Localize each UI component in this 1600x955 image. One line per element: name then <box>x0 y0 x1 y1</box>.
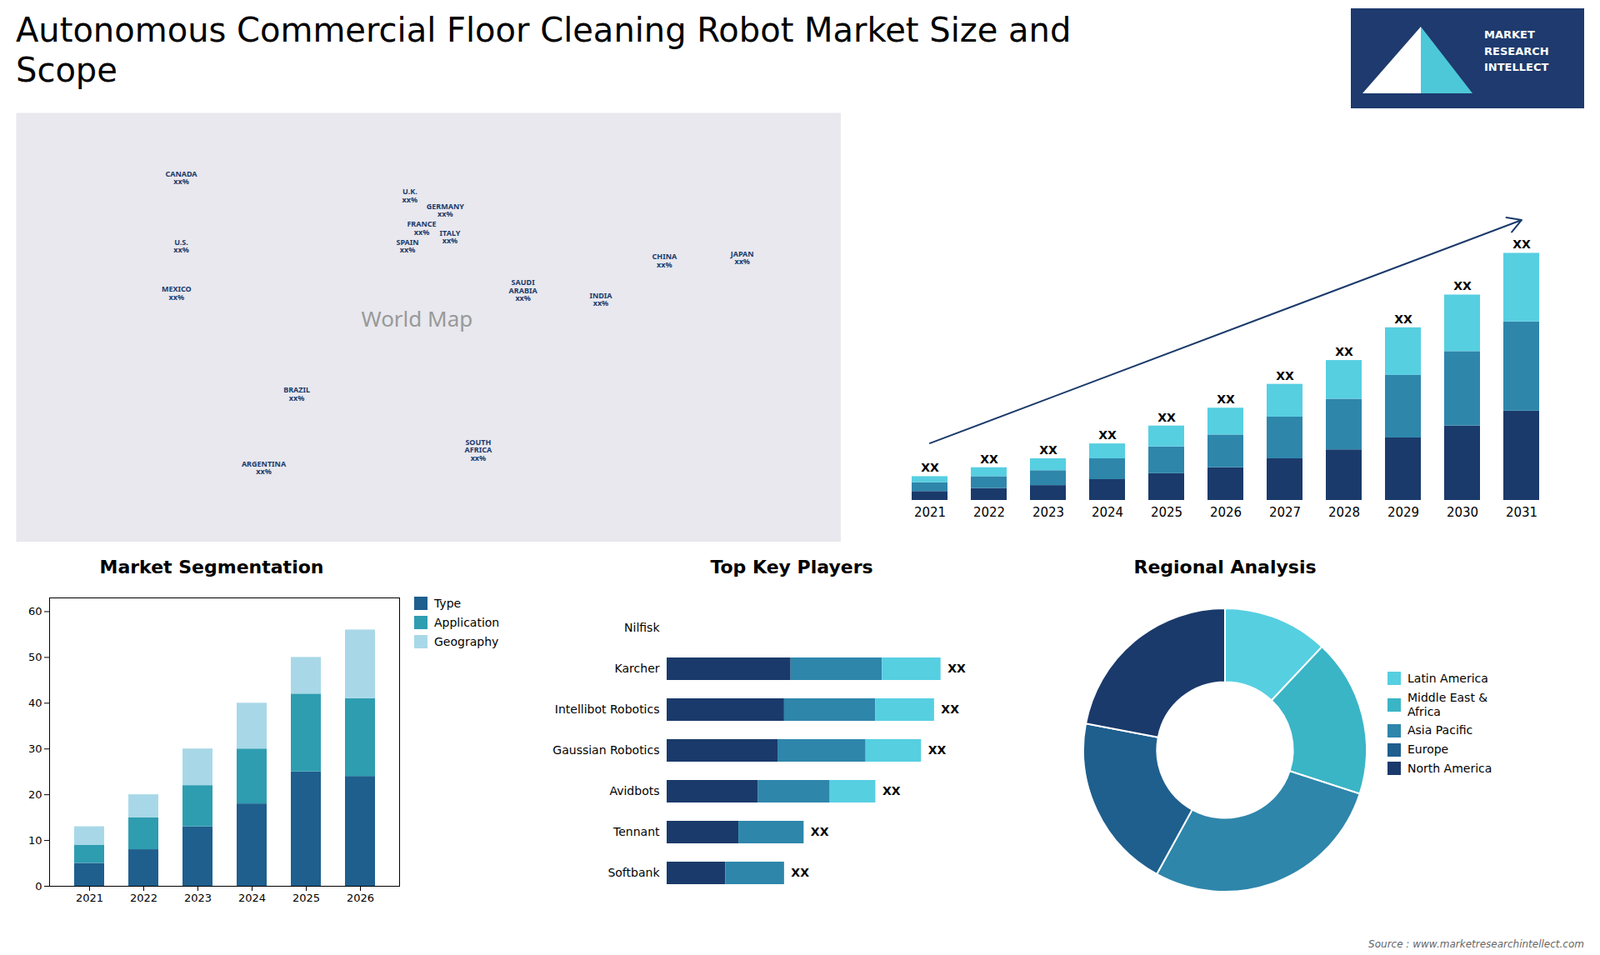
html-text:Latin America: Latin America <box>1407 671 1489 685</box>
svg-text:XX: XX <box>1394 312 1413 326</box>
svg-text:XX: XX <box>882 784 901 798</box>
svg-text:BRAZILxx%: BRAZILxx% <box>283 384 310 403</box>
svg-text:2022: 2022 <box>973 505 1005 520</box>
svg-text:XX: XX <box>1098 428 1117 442</box>
svg-text:MEXICOxx%: MEXICOxx% <box>161 283 192 302</box>
svg-text:2029: 2029 <box>1387 505 1420 520</box>
svg-text:XX: XX <box>1039 443 1058 457</box>
svg-text:2021: 2021 <box>914 505 946 520</box>
svg-text:2030: 2030 <box>1446 505 1479 520</box>
html-text:Application: Application <box>434 615 500 629</box>
svg-text:ARGENTINAxx%: ARGENTINAxx% <box>241 458 287 477</box>
svg-text:XX: XX <box>1335 345 1354 359</box>
svg-text:XX: XX <box>1453 279 1472 293</box>
html-text:Middle East & Africa: Middle East & Africa <box>1407 690 1488 718</box>
svg-text:2025: 2025 <box>292 891 320 905</box>
html-text:MARKET RESEARCH INTELLECT: MARKET RESEARCH INTELLECT <box>1484 28 1549 74</box>
html-text:Source : www.marketresearchint: Source : www.marketresearchintellect.com <box>1368 938 1585 950</box>
html-text:Geography: Geography <box>434 634 499 648</box>
svg-text:2026: 2026 <box>346 891 375 905</box>
svg-text:SOUTHAFRICAxx%: SOUTHAFRICAxx% <box>465 436 493 464</box>
svg-text:XX: XX <box>947 661 966 675</box>
html-text:Autonomous Commercial Floor Cl: Autonomous Commercial Floor Cleaning Rob… <box>15 10 1072 90</box>
svg-text:XX: XX <box>1216 392 1235 406</box>
svg-text:XX: XX <box>940 702 960 716</box>
svg-text:JAPANxx%: JAPANxx% <box>730 248 755 267</box>
svg-text:SPAINxx%: SPAINxx% <box>395 236 419 255</box>
svg-text:Karcher: Karcher <box>615 661 660 675</box>
svg-text:Intellibot Robotics: Intellibot Robotics <box>555 702 660 716</box>
svg-text:10: 10 <box>28 834 43 847</box>
html-text:Top Key Players: Top Key Players <box>710 556 873 578</box>
svg-text:2025: 2025 <box>1150 505 1183 520</box>
svg-text:ITALYxx%: ITALYxx% <box>440 227 461 246</box>
svg-text:XX: XX <box>1512 237 1531 251</box>
svg-text:2021: 2021 <box>75 891 104 905</box>
svg-text:2024: 2024 <box>1091 505 1124 520</box>
svg-text:50: 50 <box>28 650 43 664</box>
svg-text:2023: 2023 <box>1032 505 1065 520</box>
svg-text:40: 40 <box>28 696 43 710</box>
svg-text:SAUDIARABIAxx%: SAUDIARABIAxx% <box>509 276 539 304</box>
svg-text:30: 30 <box>28 742 43 755</box>
svg-text:Avidbots: Avidbots <box>609 784 660 798</box>
svg-text:World Map: World Map <box>360 303 473 334</box>
svg-text:2024: 2024 <box>238 891 266 905</box>
svg-text:2022: 2022 <box>130 891 158 905</box>
svg-text:XX: XX <box>980 452 999 466</box>
svg-text:Tennant: Tennant <box>612 825 660 839</box>
svg-text:XX: XX <box>928 743 947 757</box>
svg-text:XX: XX <box>1275 369 1295 383</box>
html-text:Type: Type <box>434 596 461 610</box>
html-text:Europe: Europe <box>1407 742 1449 756</box>
svg-text:2031: 2031 <box>1505 505 1538 520</box>
svg-text:Softbank: Softbank <box>607 865 660 880</box>
svg-text:CHINAxx%: CHINAxx% <box>651 250 677 270</box>
svg-text:INDIAxx%: INDIAxx% <box>589 290 613 309</box>
svg-text:60: 60 <box>28 605 43 618</box>
svg-text:U.S.xx%: U.S.xx% <box>173 236 190 255</box>
svg-text:2027: 2027 <box>1269 505 1301 520</box>
svg-text:2023: 2023 <box>184 891 212 905</box>
svg-text:Nilfisk: Nilfisk <box>624 620 660 635</box>
svg-text:XX: XX <box>790 865 810 880</box>
html-text:Market Segmentation: Market Segmentation <box>99 556 324 578</box>
svg-text:XX: XX <box>810 825 830 839</box>
svg-text:GERMANYxx%: GERMANYxx% <box>426 200 465 220</box>
html-text:Asia Pacific: Asia Pacific <box>1407 723 1473 737</box>
html-text:North America: North America <box>1407 761 1492 775</box>
html-text:Regional Analysis: Regional Analysis <box>1133 556 1317 578</box>
svg-text:CANADAxx%: CANADAxx% <box>165 168 198 187</box>
svg-text:0: 0 <box>35 880 42 893</box>
svg-text:Gaussian Robotics: Gaussian Robotics <box>552 743 660 757</box>
svg-text:XX: XX <box>920 460 940 475</box>
svg-text:XX: XX <box>1157 410 1176 425</box>
svg-text:20: 20 <box>28 788 43 801</box>
svg-text:2028: 2028 <box>1328 505 1360 520</box>
svg-text:U.K.xx%: U.K.xx% <box>402 185 419 205</box>
svg-text:2026: 2026 <box>1210 505 1242 520</box>
svg-text:FRANCExx%: FRANCExx% <box>406 218 436 237</box>
